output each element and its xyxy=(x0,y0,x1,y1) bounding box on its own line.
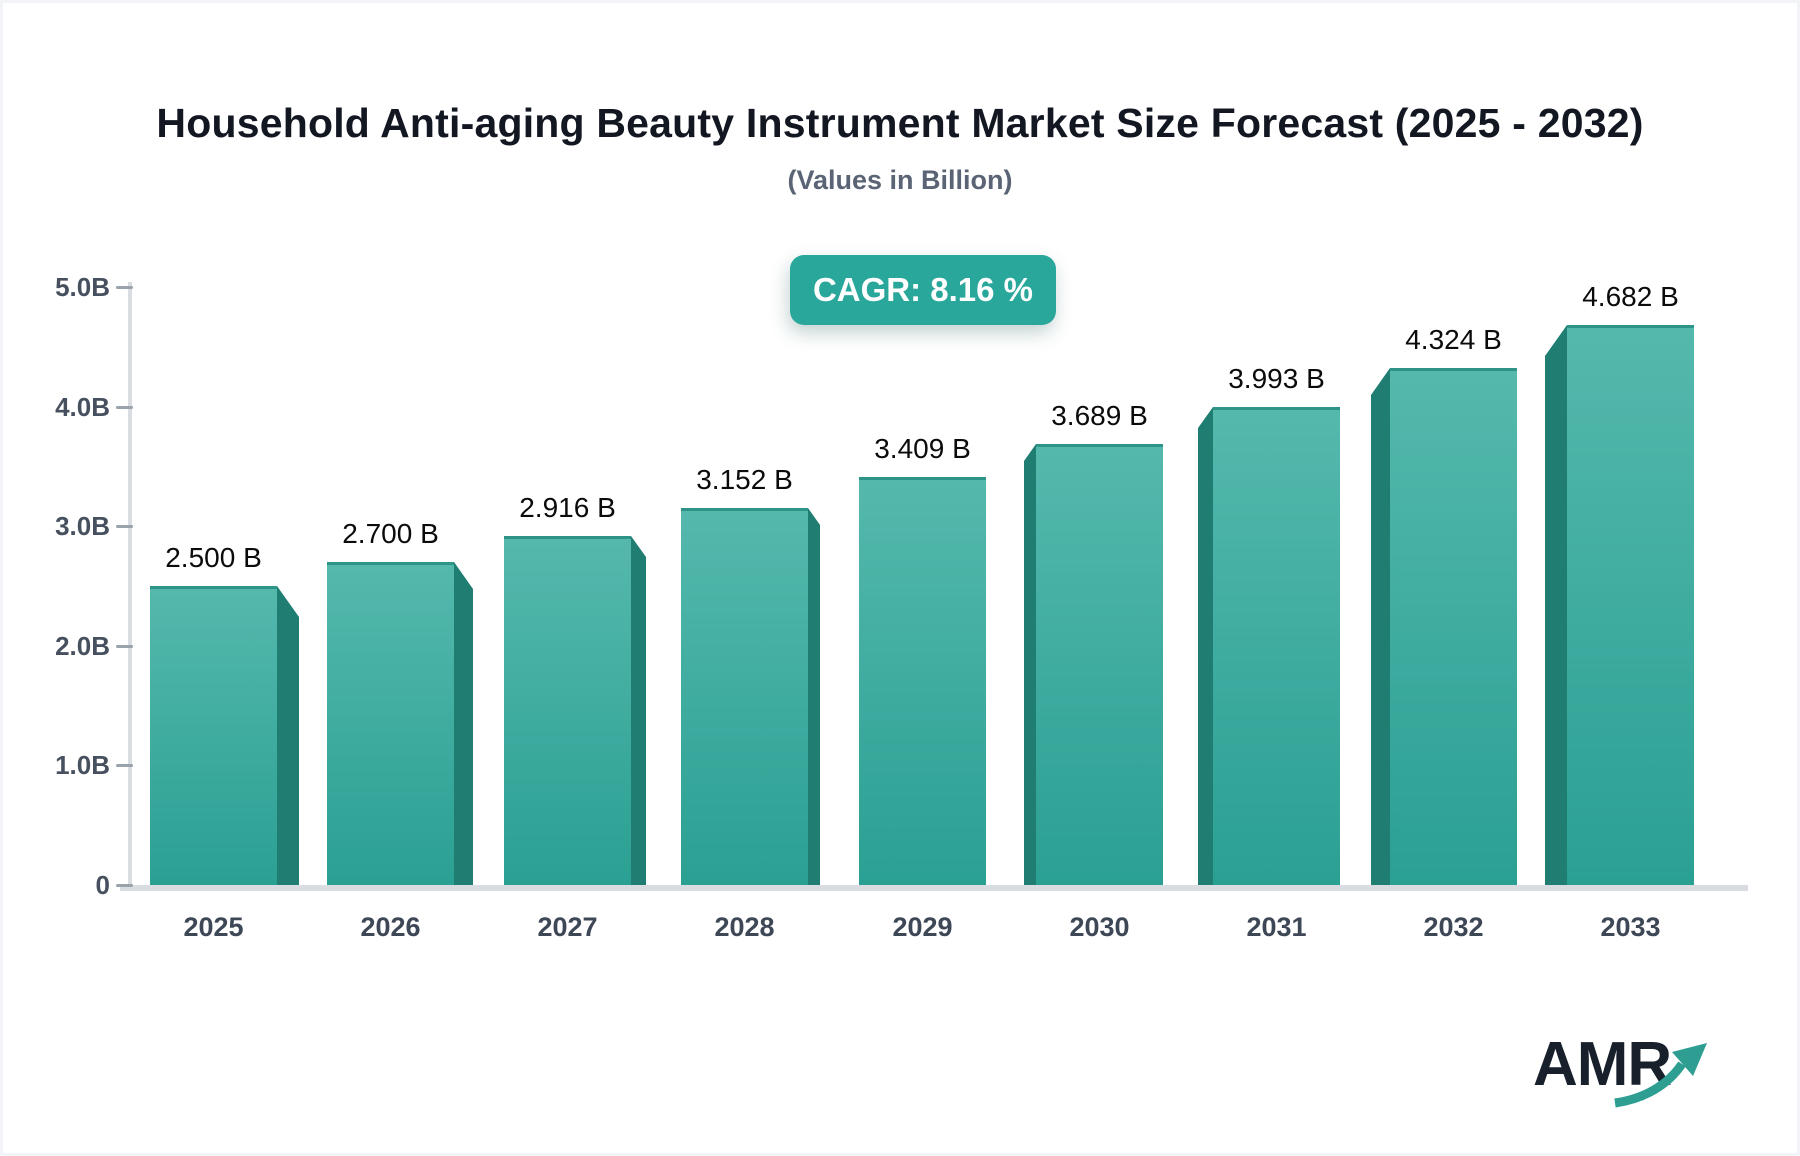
bar-3d-side xyxy=(277,586,299,885)
bar-value-label: 4.324 B xyxy=(1405,324,1502,355)
y-axis-tick-mark xyxy=(116,884,133,887)
x-axis-label: 2029 xyxy=(892,912,953,942)
bar-2025 xyxy=(150,586,277,885)
bar-3d-side xyxy=(454,562,473,885)
bar-3d-side xyxy=(1371,368,1390,885)
bar-2032 xyxy=(1390,368,1517,885)
bar-2033 xyxy=(1567,325,1694,885)
bar-3d-side xyxy=(1024,444,1036,885)
brand-logo: AMR xyxy=(1533,1034,1713,1114)
y-axis-tick-label: 1.0B xyxy=(55,750,110,780)
bar-2028 xyxy=(681,508,808,885)
bar-3d-side xyxy=(1545,325,1567,885)
y-axis-tick-mark xyxy=(116,764,133,767)
y-axis-line xyxy=(128,282,132,890)
x-axis-label: 2032 xyxy=(1423,912,1484,942)
bar-value-label: 2.700 B xyxy=(342,518,439,549)
growth-arrow-icon xyxy=(1614,1043,1707,1108)
y-axis-tick-mark xyxy=(116,525,133,528)
chart-title: Household Anti-aging Beauty Instrument M… xyxy=(156,100,1644,146)
x-axis-label: 2026 xyxy=(360,912,421,942)
y-axis-tick-label: 4.0B xyxy=(55,392,110,422)
x-axis-label: 2030 xyxy=(1069,912,1130,942)
bar-2030 xyxy=(1036,444,1163,885)
bar-3d-side xyxy=(631,536,646,885)
x-axis-label: 2027 xyxy=(537,912,598,942)
bar-value-label: 2.500 B xyxy=(165,542,262,573)
bar-3d-side xyxy=(1198,407,1213,885)
x-axis-label: 2033 xyxy=(1600,912,1661,942)
brand-logo-text: AMR xyxy=(1533,1030,1672,1099)
bar-2026 xyxy=(327,562,454,885)
y-axis-tick-mark xyxy=(116,645,133,648)
y-axis-tick-label: 3.0B xyxy=(55,511,110,541)
x-axis-label: 2028 xyxy=(714,912,775,942)
chart-subtitle: (Values in Billion) xyxy=(787,165,1013,195)
y-axis-tick-mark xyxy=(116,406,133,409)
bar-value-label: 3.689 B xyxy=(1051,400,1148,431)
bar-value-label: 3.152 B xyxy=(696,464,793,495)
bar-3d-side xyxy=(808,508,820,885)
y-axis-tick-label: 2.0B xyxy=(55,631,110,661)
x-axis-label: 2031 xyxy=(1246,912,1307,942)
x-axis-line xyxy=(120,885,1748,891)
y-axis-tick-label: 5.0B xyxy=(55,272,110,302)
y-axis-tick-label: 0 xyxy=(95,870,110,900)
bar-2031 xyxy=(1213,407,1340,885)
x-axis-label: 2025 xyxy=(183,912,244,942)
bar-value-label: 4.682 B xyxy=(1582,281,1679,312)
bar-2029 xyxy=(859,477,986,885)
cagr-badge: CAGR: 8.16 % xyxy=(790,255,1056,325)
bar-value-label: 2.916 B xyxy=(519,492,616,523)
bar-2027 xyxy=(504,536,631,885)
y-axis-tick-mark xyxy=(116,286,133,289)
bar-value-label: 3.993 B xyxy=(1228,363,1325,394)
bar-value-label: 3.409 B xyxy=(874,433,971,464)
